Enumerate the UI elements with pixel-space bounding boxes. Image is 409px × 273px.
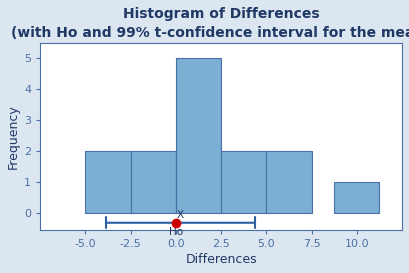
Bar: [266, 151, 312, 213]
Bar: [176, 58, 221, 213]
Y-axis label: Frequency: Frequency: [7, 104, 20, 169]
Title: Histogram of Differences
(with Ho and 99% t-confidence interval for the mean): Histogram of Differences (with Ho and 99…: [11, 7, 409, 40]
Text: X: X: [177, 210, 184, 220]
Bar: [334, 182, 380, 213]
Bar: [131, 151, 176, 213]
Bar: [85, 151, 131, 213]
Bar: [221, 151, 266, 213]
X-axis label: Differences: Differences: [185, 253, 257, 266]
Text: Ho: Ho: [169, 227, 183, 238]
